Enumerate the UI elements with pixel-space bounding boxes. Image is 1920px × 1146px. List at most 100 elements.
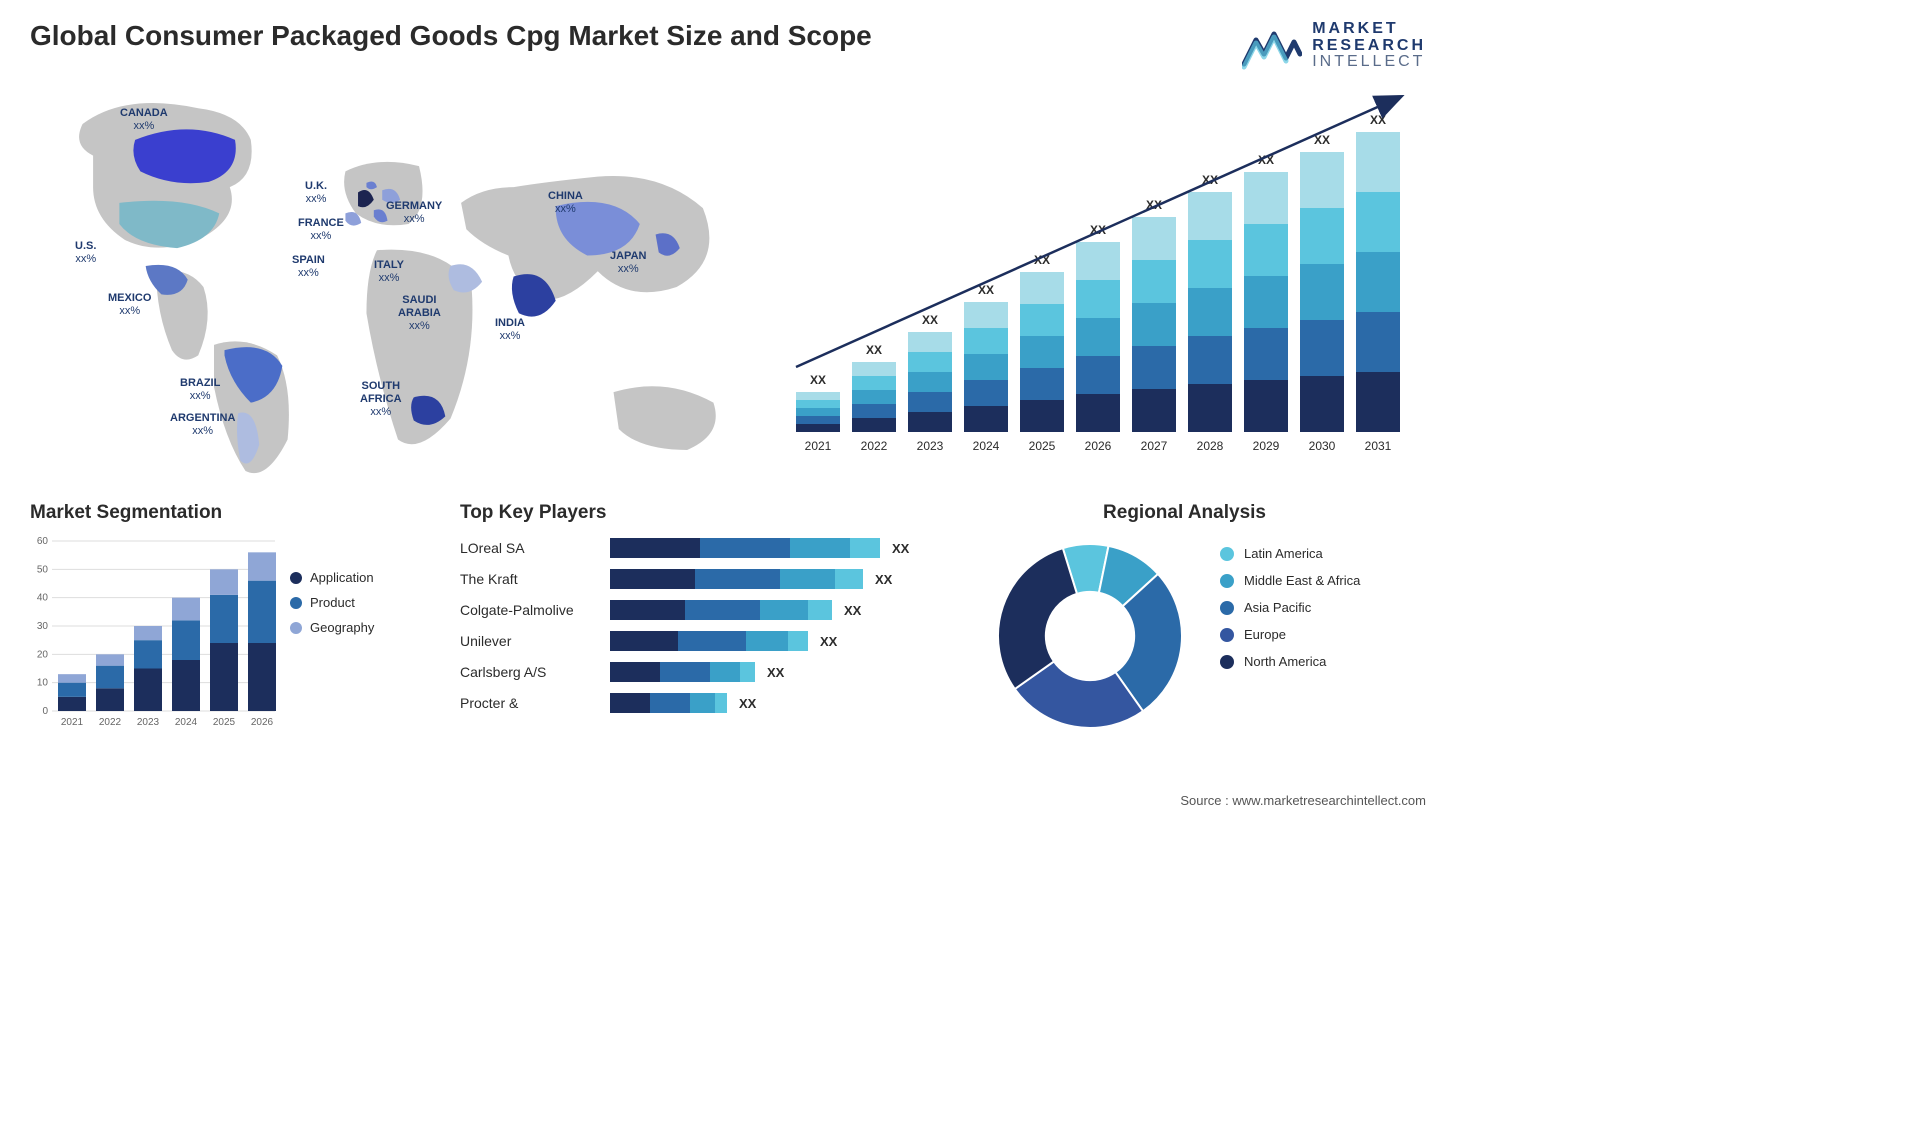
map-label: BRAZILxx%	[180, 377, 220, 403]
map-label: JAPANxx%	[610, 250, 646, 276]
player-value: XX	[739, 696, 756, 711]
regional-legend-item: Middle East & Africa	[1220, 573, 1360, 588]
player-bar-segment	[610, 569, 695, 589]
svg-text:2028: 2028	[1197, 439, 1224, 453]
player-value: XX	[767, 665, 784, 680]
svg-text:20: 20	[37, 649, 49, 660]
legend-label: Middle East & Africa	[1244, 573, 1360, 588]
key-players-panel: Top Key Players LOreal SAXXThe KraftXXCo…	[460, 502, 960, 752]
legend-dot	[290, 622, 302, 634]
map-label: ARGENTINAxx%	[170, 412, 235, 438]
page-title: Global Consumer Packaged Goods Cpg Marke…	[30, 20, 872, 52]
player-bar: XX	[610, 538, 960, 558]
svg-text:60: 60	[37, 536, 49, 547]
player-bar-segment	[610, 662, 660, 682]
legend-label: Asia Pacific	[1244, 600, 1311, 615]
player-bar-segment	[715, 693, 727, 713]
map-label: CANADAxx%	[120, 107, 168, 133]
svg-text:2027: 2027	[1141, 439, 1168, 453]
legend-dot	[290, 597, 302, 609]
segmentation-legend: ApplicationProductGeography	[290, 570, 374, 645]
legend-label: Europe	[1244, 627, 1286, 642]
player-value: XX	[844, 603, 861, 618]
player-bar-segment	[610, 693, 650, 713]
header: Global Consumer Packaged Goods Cpg Marke…	[30, 20, 1426, 72]
segmentation-legend-item: Application	[290, 570, 374, 585]
segmentation-title: Market Segmentation	[30, 502, 430, 524]
svg-text:2021: 2021	[805, 439, 832, 453]
player-row: Colgate-Palmolive XX	[460, 598, 960, 622]
svg-text:30: 30	[37, 621, 49, 632]
legend-label: Product	[310, 595, 355, 610]
player-name: LOreal SA	[460, 540, 610, 556]
svg-text:2030: 2030	[1309, 439, 1336, 453]
regional-legend-item: Latin America	[1220, 546, 1360, 561]
svg-text:2026: 2026	[1085, 439, 1112, 453]
player-name: Colgate-Palmolive	[460, 602, 610, 618]
svg-text:10: 10	[37, 678, 49, 689]
svg-text:2021: 2021	[61, 717, 84, 728]
regional-legend: Latin America Middle East & Africa Asia Pa…	[1220, 536, 1360, 736]
player-value: XX	[875, 572, 892, 587]
map-label: GERMANYxx%	[386, 200, 442, 226]
map-label: INDIAxx%	[495, 317, 525, 343]
svg-text:2026: 2026	[251, 717, 274, 728]
legend-label: North America	[1244, 654, 1326, 669]
regional-legend-item: North America	[1220, 654, 1360, 669]
svg-text:XX: XX	[1370, 113, 1386, 127]
legend-dot	[1220, 628, 1234, 642]
map-label: SPAINxx%	[292, 254, 325, 280]
player-bar-segment	[695, 569, 780, 589]
map-label: U.S.xx%	[75, 240, 96, 266]
legend-dot	[1220, 655, 1234, 669]
regional-title: Regional Analysis	[990, 502, 1426, 524]
player-bar-segment	[808, 600, 832, 620]
svg-text:2025: 2025	[1029, 439, 1056, 453]
player-name: Carlsberg A/S	[460, 664, 610, 680]
segmentation-panel: Market Segmentation 0 10 20 30 40 50 60 2021 202…	[30, 502, 430, 752]
svg-text:XX: XX	[866, 343, 882, 357]
player-bar-segment	[685, 600, 760, 620]
svg-text:XX: XX	[922, 313, 938, 327]
player-bar-segment	[660, 662, 710, 682]
legend-dot	[1220, 547, 1234, 561]
player-name: Unilever	[460, 633, 610, 649]
player-row: LOreal SAXX	[460, 536, 960, 560]
key-players-list: LOreal SAXXThe KraftXXColgate-PalmoliveX…	[460, 536, 960, 715]
player-bar-segment	[690, 693, 715, 713]
world-map: CANADAxx%U.S.xx%MEXICOxx%BRAZILxx%ARGENT…	[30, 82, 766, 482]
svg-text:2022: 2022	[861, 439, 888, 453]
legend-dot	[290, 572, 302, 584]
map-label: ITALYxx%	[374, 259, 404, 285]
legend-dot	[1220, 574, 1234, 588]
svg-text:2025: 2025	[213, 717, 236, 728]
svg-text:2024: 2024	[973, 439, 1000, 453]
svg-text:2022: 2022	[99, 717, 122, 728]
svg-text:2023: 2023	[137, 717, 160, 728]
player-value: XX	[820, 634, 837, 649]
legend-label: Latin America	[1244, 546, 1323, 561]
logo-icon	[1242, 20, 1302, 72]
svg-text:40: 40	[37, 593, 49, 604]
player-bar-segment	[650, 693, 690, 713]
segmentation-legend-item: Product	[290, 595, 374, 610]
svg-text:0: 0	[42, 706, 48, 717]
map-label: U.K.xx%	[305, 180, 327, 206]
player-bar: XX	[610, 693, 960, 713]
map-label: FRANCExx%	[298, 217, 344, 243]
regional-legend-item: Asia Pacific	[1220, 600, 1360, 615]
legend-label: Application	[310, 570, 374, 585]
player-row: Carlsberg A/S XX	[460, 660, 960, 684]
svg-text:50: 50	[37, 564, 49, 575]
source-text: Source : www.marketresearchintellect.com	[1180, 793, 1426, 808]
logo: MARKET RESEARCH INTELLECT	[1242, 20, 1426, 72]
player-bar-segment	[610, 631, 678, 651]
player-bar-segment	[835, 569, 863, 589]
key-players-title: Top Key Players	[460, 502, 960, 524]
player-bar: XX	[610, 631, 960, 651]
legend-dot	[1220, 601, 1234, 615]
svg-text:2031: 2031	[1365, 439, 1392, 453]
regional-panel: Regional Analysis Latin America Middle Ea…	[990, 502, 1426, 752]
player-bar-segment	[610, 538, 700, 558]
svg-text:2023: 2023	[917, 439, 944, 453]
